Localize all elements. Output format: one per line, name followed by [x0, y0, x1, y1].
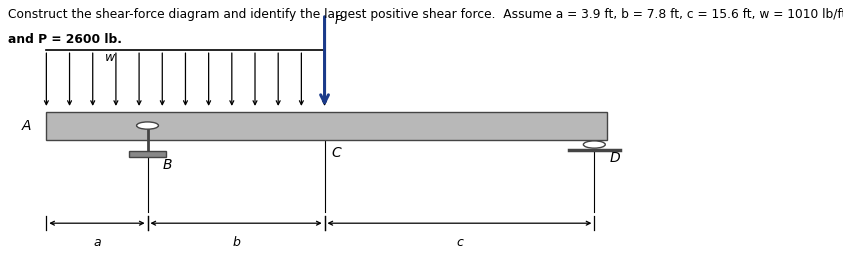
Circle shape: [137, 122, 158, 129]
Bar: [129, 151, 167, 157]
Circle shape: [583, 141, 605, 148]
Text: C: C: [331, 146, 341, 160]
Text: w: w: [105, 51, 115, 64]
Text: P: P: [335, 14, 342, 27]
Text: b: b: [232, 236, 240, 249]
Text: Construct the shear-force diagram and identify the largest positive shear force.: Construct the shear-force diagram and id…: [8, 8, 843, 21]
Text: a: a: [93, 236, 101, 249]
Text: c: c: [456, 236, 463, 249]
Text: B: B: [163, 158, 172, 172]
Bar: [46, 112, 607, 140]
Text: and P = 2600 lb.: and P = 2600 lb.: [8, 33, 122, 47]
Text: D: D: [609, 151, 620, 165]
Text: A: A: [22, 119, 31, 133]
